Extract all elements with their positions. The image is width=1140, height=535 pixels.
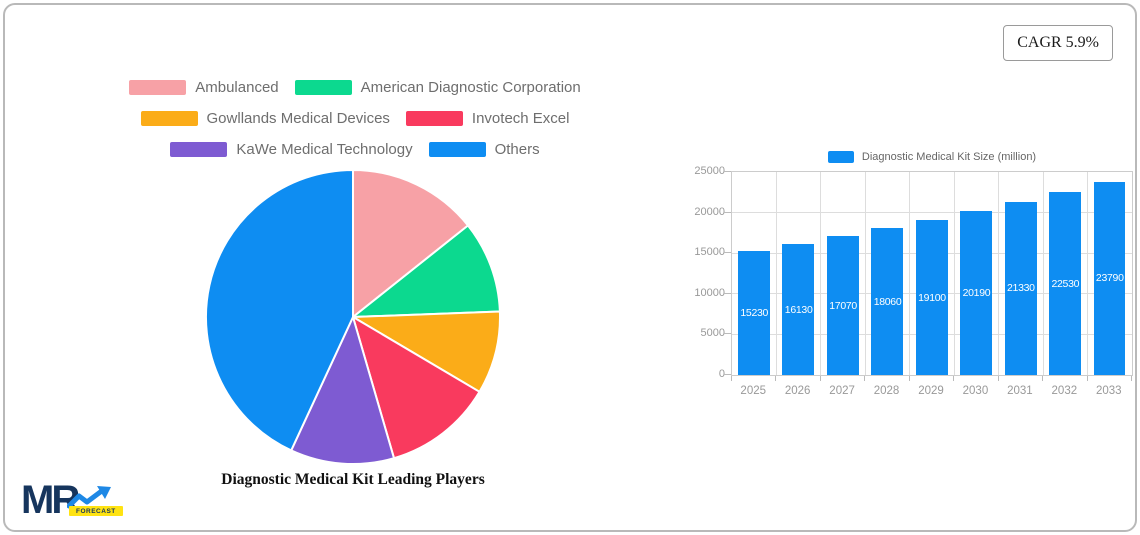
x-axis-tick — [731, 376, 732, 381]
bar-value-label: 21330 — [1007, 282, 1035, 295]
y-axis-label: 5000 — [700, 327, 725, 340]
x-axis-tick — [775, 376, 777, 381]
bar-2028[interactable] — [871, 228, 904, 375]
bar-2025[interactable] — [738, 251, 770, 375]
x-axis-label: 2027 — [829, 385, 855, 397]
y-axis-label: 25000 — [694, 165, 725, 177]
y-axis-tick — [724, 374, 731, 375]
x-gridline — [775, 172, 777, 375]
legend-item-label: Gowllands Medical Devices — [206, 110, 390, 127]
x-axis-label: 2026 — [784, 385, 811, 397]
x-axis-tick — [953, 376, 955, 381]
legend-swatch-icon — [129, 80, 187, 95]
pie-slice-0[interactable] — [352, 169, 469, 318]
bar-value-label: 15230 — [740, 307, 769, 320]
pie-legend-item-4[interactable]: KaWe Medical Technology — [170, 141, 413, 158]
x-gridline — [953, 172, 955, 375]
bar-value-label: 19100 — [918, 291, 946, 304]
pie-slice-1[interactable] — [352, 224, 501, 318]
y-axis-label: 10000 — [694, 286, 725, 299]
cagr-badge: CAGR 5.9% — [1003, 25, 1113, 61]
x-axis-tick — [1042, 376, 1044, 381]
y-gridline — [732, 212, 1132, 214]
mr-forecast-logo: MR FORECAST — [21, 478, 131, 524]
x-gridline — [909, 172, 911, 375]
bar-value-label: 20190 — [962, 287, 991, 299]
y-axis-label: 0 — [718, 368, 725, 380]
legend-swatch-icon — [140, 111, 198, 126]
x-axis-label: 2032 — [1051, 385, 1078, 397]
x-gridline — [1087, 172, 1089, 375]
bar-value-label: 17070 — [829, 299, 857, 312]
x-axis-label: 2030 — [962, 385, 989, 397]
pie-legend: Ambulanced American Diagnostic Corporatio… — [75, 79, 635, 158]
bar-2029[interactable] — [915, 219, 948, 375]
y-axis-tick — [724, 171, 731, 172]
chart-card: CAGR 5.9% Ambulanced American Diagnostic … — [3, 3, 1137, 532]
x-axis-label: 2028 — [873, 385, 900, 397]
legend-item-label: American Diagnostic Corporation — [360, 79, 581, 96]
bar-plot: 15230 16130 17070 18060 19100 20190 21330 22530… — [731, 171, 1133, 376]
y-axis-tick — [724, 211, 731, 213]
bar-2026[interactable] — [782, 244, 815, 375]
x-axis-tick — [1131, 376, 1132, 381]
bar-legend-swatch-icon — [827, 151, 854, 163]
x-axis-tick — [997, 376, 999, 381]
x-axis-label: 2029 — [918, 385, 944, 397]
pie-legend-item-1[interactable]: American Diagnostic Corporation — [294, 79, 581, 96]
pie-legend-item-0[interactable]: Ambulanced — [129, 79, 279, 96]
logo-badge: FORECAST — [69, 506, 123, 516]
x-axis-tick — [1086, 376, 1088, 381]
bar-chart: Diagnostic Medical Kit Size (million) 15… — [691, 145, 1140, 411]
bar-2030[interactable] — [960, 211, 993, 375]
bar-2031[interactable] — [1004, 201, 1037, 375]
y-axis-tick — [724, 333, 731, 335]
legend-swatch-icon — [170, 142, 228, 157]
x-axis-tick — [864, 376, 866, 381]
x-axis-tick — [819, 376, 821, 381]
y-axis-label: 15000 — [694, 246, 725, 259]
legend-item-label: Others — [494, 141, 540, 158]
bar-value-label: 16130 — [784, 303, 813, 316]
bar-value-label: 23790 — [1095, 272, 1124, 285]
y-axis-tick — [724, 292, 731, 294]
pie-legend-item-2[interactable]: Gowllands Medical Devices — [140, 110, 390, 127]
pie-slice-4[interactable] — [290, 316, 395, 465]
x-gridline — [1042, 172, 1044, 375]
legend-swatch-icon — [428, 142, 486, 157]
bar-2032[interactable] — [1049, 192, 1082, 375]
x-axis-label: 2025 — [740, 385, 767, 397]
bar-legend[interactable]: Diagnostic Medical Kit Size (million) — [731, 151, 1133, 163]
x-axis-tick — [908, 376, 910, 381]
x-axis-label: 2033 — [1095, 385, 1122, 397]
x-gridline — [864, 172, 866, 375]
bar-legend-label: Diagnostic Medical Kit Size (million) — [861, 151, 1037, 163]
pie-slice-2[interactable] — [352, 310, 501, 393]
legend-item-label: KaWe Medical Technology — [236, 141, 413, 158]
bar-value-label: 18060 — [873, 295, 902, 308]
legend-item-label: Ambulanced — [195, 79, 279, 96]
y-axis-label: 20000 — [694, 205, 725, 218]
legend-swatch-icon — [405, 111, 463, 126]
pie-slice-5[interactable] — [204, 169, 354, 452]
x-gridline — [998, 172, 1000, 375]
pie-title: Diagnostic Medical Kit Leading Players — [221, 471, 485, 488]
pie-svg — [204, 169, 501, 465]
x-axis-label: 2031 — [1007, 385, 1033, 397]
bar-2027[interactable] — [826, 236, 859, 375]
legend-item-label: Invotech Excel — [471, 110, 570, 127]
bar-value-label: 22530 — [1051, 277, 1080, 290]
pie-chart — [203, 167, 503, 467]
y-axis-tick — [724, 252, 731, 254]
legend-swatch-icon — [294, 80, 352, 95]
x-gridline — [820, 172, 822, 375]
trend-arrow-icon — [67, 486, 111, 509]
bar-2033[interactable] — [1093, 181, 1126, 375]
pie-legend-item-3[interactable]: Invotech Excel — [405, 110, 570, 127]
pie-legend-item-5[interactable]: Others — [428, 141, 540, 158]
